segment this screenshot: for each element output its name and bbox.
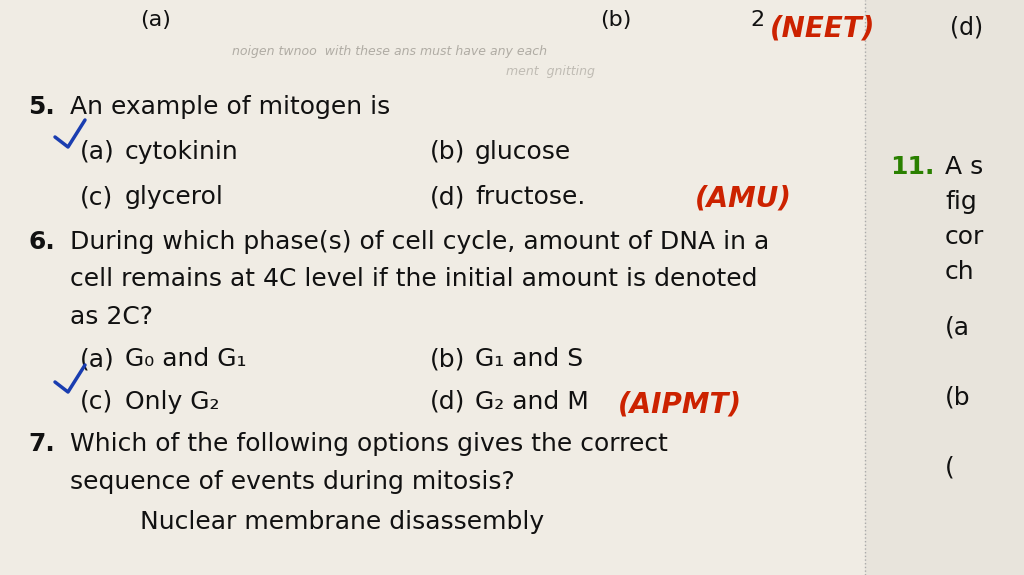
Text: G₂ and M: G₂ and M — [475, 390, 589, 414]
Bar — [865, 0, 1024, 575]
Text: sequence of events during mitosis?: sequence of events during mitosis? — [70, 470, 515, 494]
Text: An example of mitogen is: An example of mitogen is — [70, 95, 390, 119]
Text: cytokinin: cytokinin — [125, 140, 239, 164]
Text: 6.: 6. — [28, 230, 54, 254]
Text: cell remains at 4C level if the initial amount is denoted: cell remains at 4C level if the initial … — [70, 267, 758, 291]
Bar — [0, 0, 865, 575]
Text: glycerol: glycerol — [125, 185, 224, 209]
Text: (c): (c) — [80, 185, 114, 209]
Text: cor: cor — [945, 225, 984, 249]
Text: glucose: glucose — [475, 140, 571, 164]
Text: 2: 2 — [750, 10, 764, 30]
Text: 5.: 5. — [28, 95, 54, 119]
Text: During which phase(s) of cell cycle, amount of DNA in a: During which phase(s) of cell cycle, amo… — [70, 230, 769, 254]
Text: (b): (b) — [430, 140, 465, 164]
Text: (a): (a) — [80, 347, 115, 371]
Text: 7.: 7. — [28, 432, 54, 456]
Text: fig: fig — [945, 190, 977, 214]
Text: as 2C?: as 2C? — [70, 305, 153, 329]
Text: (a: (a — [945, 315, 970, 339]
Text: (b: (b — [945, 385, 971, 409]
Text: (d): (d) — [950, 15, 983, 39]
Text: (c): (c) — [80, 390, 114, 414]
Text: fructose.: fructose. — [475, 185, 586, 209]
Text: (d): (d) — [430, 390, 465, 414]
Text: 11.: 11. — [890, 155, 934, 179]
Text: ment  gnitting: ment gnitting — [506, 65, 595, 78]
Text: (NEET): (NEET) — [770, 15, 876, 43]
Text: (d): (d) — [430, 185, 465, 209]
Text: (AMU): (AMU) — [695, 185, 792, 213]
Text: Only G₂: Only G₂ — [125, 390, 219, 414]
Text: A s: A s — [945, 155, 983, 179]
Text: (a): (a) — [140, 10, 171, 30]
Text: ch: ch — [945, 260, 975, 284]
Text: (AIPMT): (AIPMT) — [618, 390, 742, 418]
Text: (a): (a) — [80, 140, 115, 164]
Text: Nuclear membrane disassembly: Nuclear membrane disassembly — [140, 510, 544, 534]
Text: (: ( — [945, 455, 954, 479]
Text: G₀ and G₁: G₀ and G₁ — [125, 347, 247, 371]
Text: noigen twnoo  with these ans must have any each: noigen twnoo with these ans must have an… — [232, 45, 548, 58]
Text: Which of the following options gives the correct: Which of the following options gives the… — [70, 432, 668, 456]
Text: (b): (b) — [430, 347, 465, 371]
Text: (b): (b) — [600, 10, 632, 30]
Text: G₁ and S: G₁ and S — [475, 347, 583, 371]
